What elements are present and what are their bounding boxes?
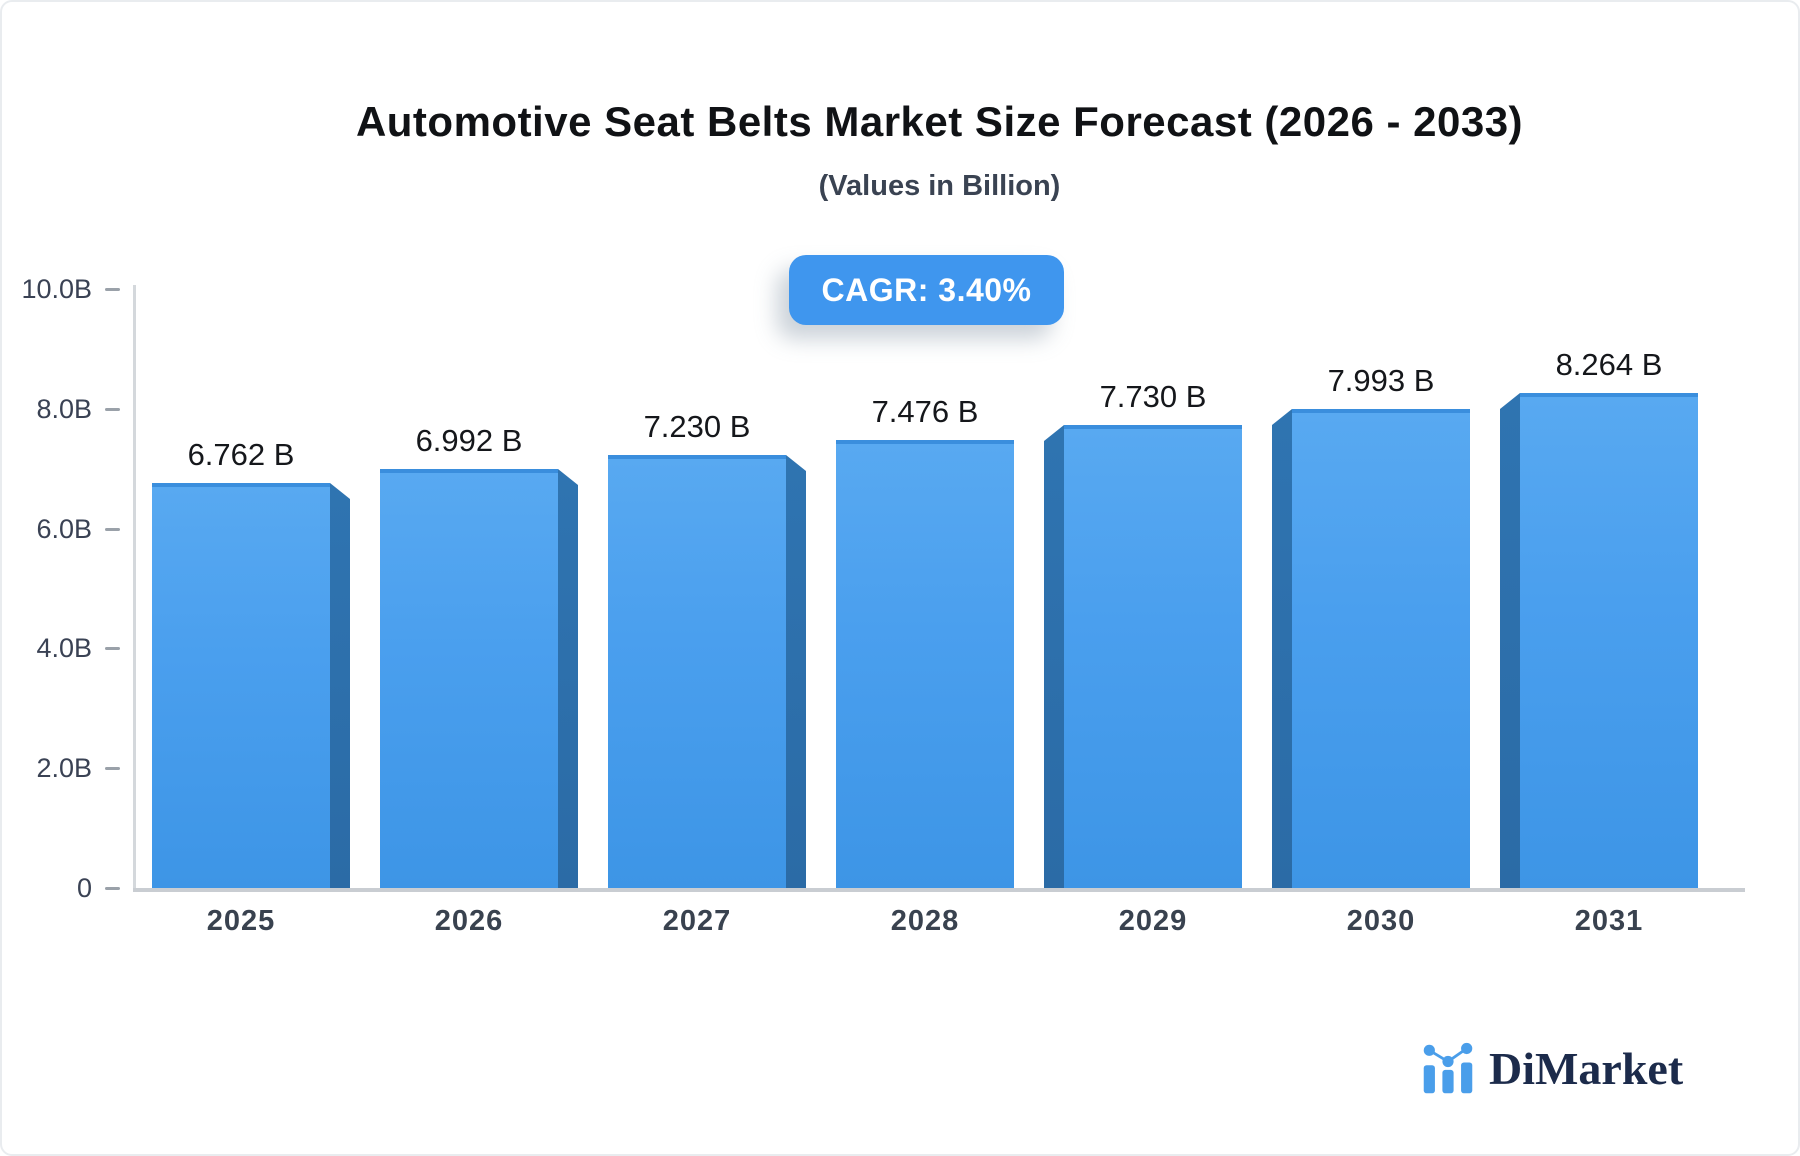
bar-value-label-2027: 7.230 B <box>643 409 751 444</box>
chart-subtitle: (Values in Billion) <box>818 170 1061 202</box>
y-axis-tick-label: 0 <box>76 873 92 903</box>
y-axis-tick-label: 10.0B <box>21 274 92 304</box>
y-axis-tick-label: 8.0B <box>36 394 92 424</box>
x-axis-label-2029: 2029 <box>1118 905 1188 937</box>
bar-value-label-2029: 7.730 B <box>1099 379 1207 414</box>
bar-3d-side-2027 <box>786 455 806 888</box>
y-axis-tick-mark <box>105 528 120 531</box>
y-axis-tick-mark <box>105 647 120 650</box>
x-axis-label-2031: 2031 <box>1574 905 1644 937</box>
bar-value-label-2025: 6.762 B <box>187 437 295 472</box>
y-axis-tick-mark <box>105 887 120 890</box>
y-axis-tick-label: 2.0B <box>36 753 92 783</box>
x-axis-label-2030: 2030 <box>1346 905 1416 937</box>
bar-2031[interactable] <box>1520 393 1698 888</box>
x-axis-label-2026: 2026 <box>434 905 504 937</box>
y-axis-tick-mark <box>105 288 120 291</box>
y-axis-tick-mark <box>105 767 120 770</box>
bar-2029[interactable] <box>1064 425 1242 888</box>
cagr-badge-label: CAGR: 3.40% <box>821 271 1032 308</box>
brand-logo-text: DiMarket <box>1489 1043 1684 1094</box>
bar-3d-side-2029 <box>1044 425 1064 888</box>
x-axis-label-2027: 2027 <box>662 905 732 937</box>
bar-value-label-2028: 7.476 B <box>871 394 979 429</box>
bar-value-label-2030: 7.993 B <box>1327 363 1435 398</box>
x-axis-label-2025: 2025 <box>206 905 276 937</box>
y-axis-tick-mark <box>105 408 120 411</box>
bar-3d-side-2025 <box>330 483 350 888</box>
bar-value-label-2026: 6.992 B <box>415 423 523 458</box>
bar-2028[interactable] <box>836 440 1014 888</box>
bar-line-chart-icon <box>1423 1042 1473 1094</box>
brand-logo: DiMarket <box>1420 1040 1683 1098</box>
cagr-badge: CAGR: 3.40% <box>789 255 1064 325</box>
y-axis-line <box>133 285 136 892</box>
bar-2027[interactable] <box>608 455 786 888</box>
bar-3d-side-2026 <box>558 469 578 888</box>
bar-2026[interactable] <box>380 469 558 888</box>
bar-3d-side-2031 <box>1500 393 1520 888</box>
chart-title: Automotive Seat Belts Market Size Foreca… <box>355 98 1524 145</box>
bar-value-label-2031: 8.264 B <box>1555 347 1663 382</box>
y-axis-tick-label: 4.0B <box>36 633 92 663</box>
x-axis-line <box>133 888 1745 892</box>
bar-2025[interactable] <box>152 483 330 888</box>
y-axis-tick-label: 6.0B <box>36 514 92 544</box>
bar-3d-side-2030 <box>1272 409 1292 888</box>
bar-2030[interactable] <box>1292 409 1470 888</box>
x-axis-label-2028: 2028 <box>890 905 960 937</box>
